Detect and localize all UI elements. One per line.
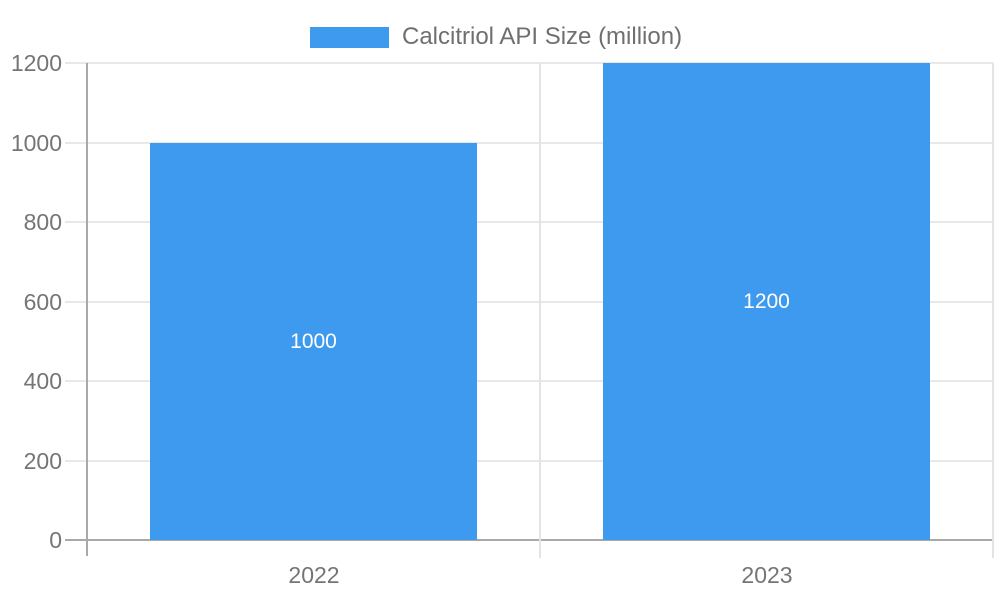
legend-swatch <box>310 26 389 48</box>
y-axis-line <box>86 63 88 556</box>
y-axis-label: 1000 <box>10 130 62 156</box>
y-axis-label: 1200 <box>10 50 62 76</box>
bar-2022[interactable]: 1000 <box>150 143 477 540</box>
plot-right-border <box>992 63 994 558</box>
y-axis-label: 600 <box>23 289 62 315</box>
category-divider <box>539 63 541 558</box>
y-axis-label: 200 <box>23 448 62 474</box>
y-axis-tick <box>65 62 87 64</box>
x-axis-label: 2022 <box>288 562 340 588</box>
y-axis-tick <box>65 380 87 382</box>
legend-label: Calcitriol API Size (million) <box>402 23 683 50</box>
bar-value-label: 1000 <box>290 329 337 353</box>
legend-item[interactable]: Calcitriol API Size (million) <box>310 23 682 51</box>
y-axis-tick <box>65 301 87 303</box>
bar-value-label: 1200 <box>743 289 790 313</box>
x-axis-label: 2023 <box>741 562 793 588</box>
y-axis-tick <box>65 142 87 144</box>
bar-2023[interactable]: 1200 <box>603 63 930 540</box>
y-axis-tick <box>65 221 87 223</box>
y-axis-label: 400 <box>23 368 62 394</box>
x-axis-line <box>65 539 993 541</box>
y-axis-tick <box>65 460 87 462</box>
y-axis-label: 0 <box>49 527 62 553</box>
y-axis-label: 800 <box>23 209 62 235</box>
